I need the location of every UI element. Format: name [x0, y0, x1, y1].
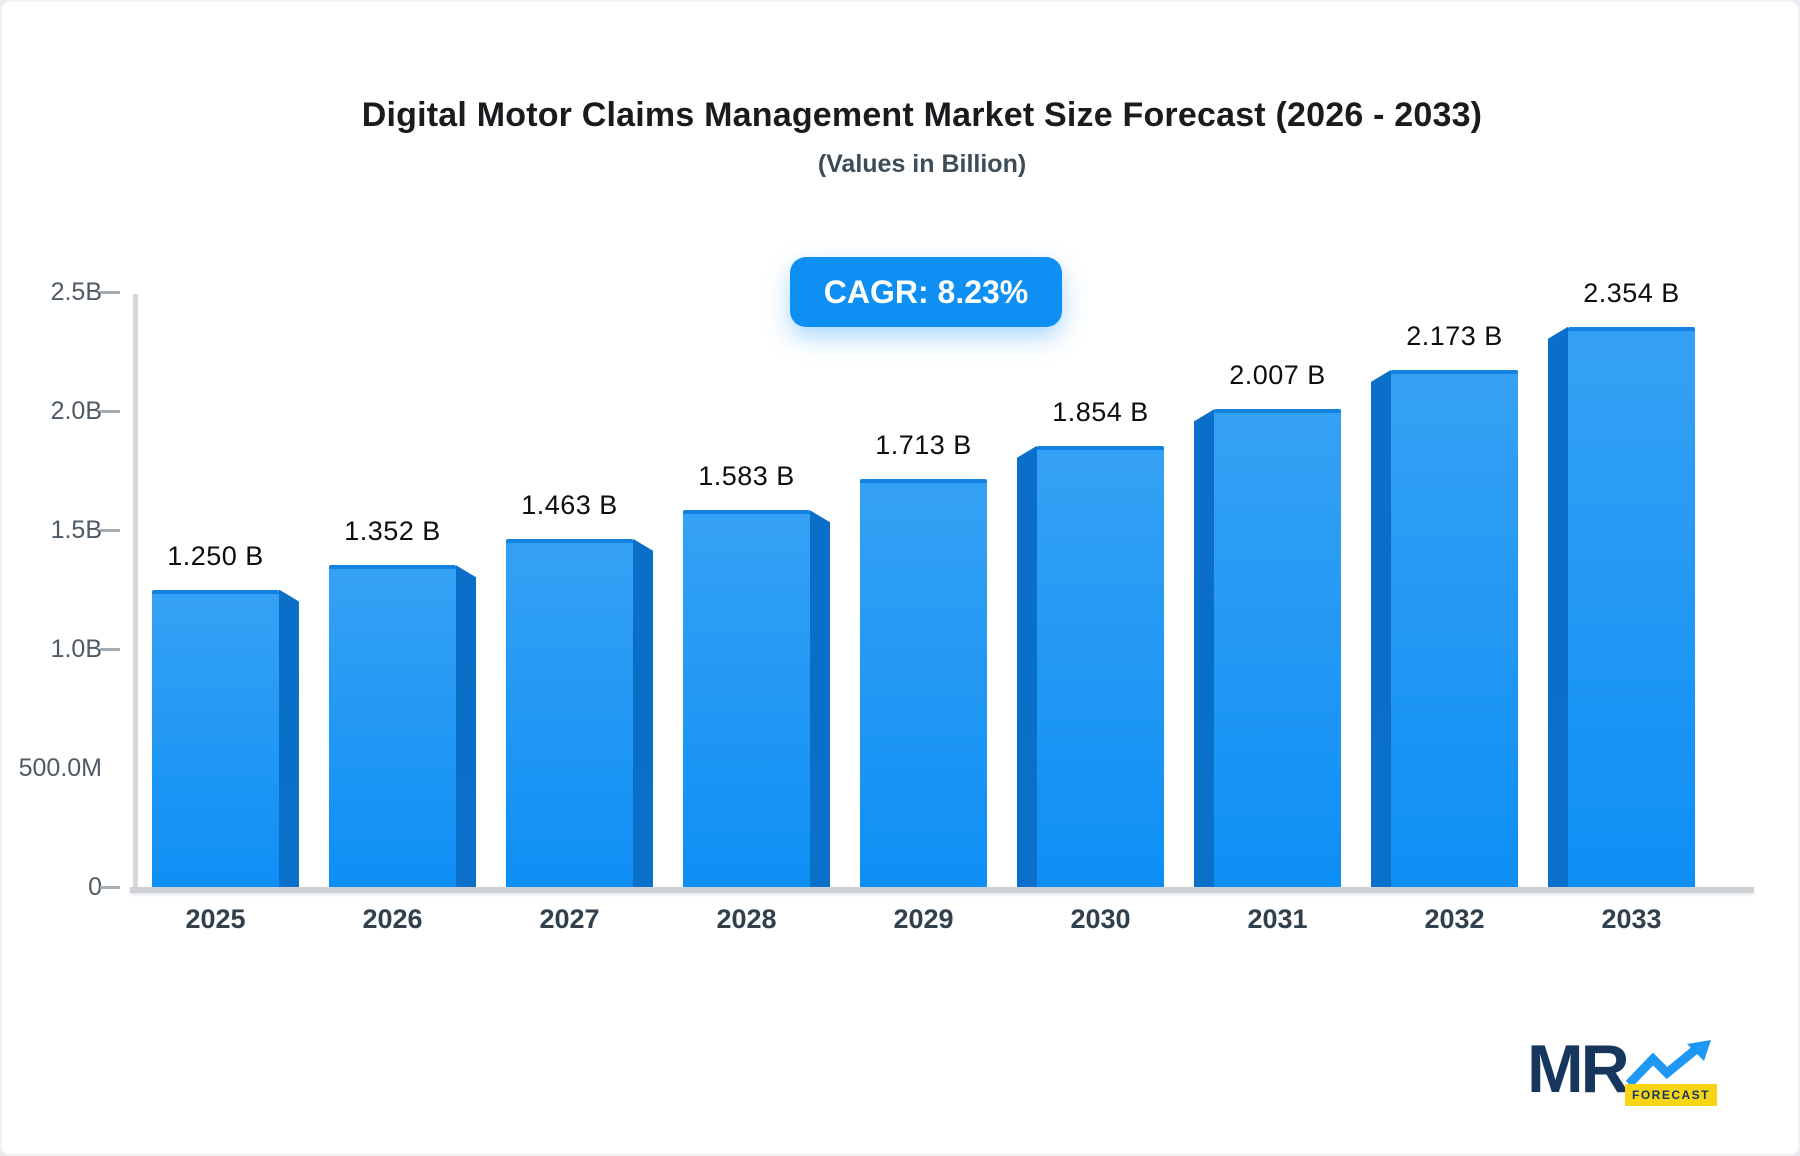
- y-axis-tick-mark: [100, 410, 120, 413]
- trend-arrow-icon: [1625, 1040, 1711, 1086]
- bar-side-face: [1371, 369, 1391, 887]
- bar-side-face: [810, 510, 830, 887]
- bar-value-label: 1.854 B: [1052, 396, 1149, 427]
- bar: [329, 565, 456, 887]
- chart-title: Digital Motor Claims Management Market S…: [361, 96, 1483, 134]
- y-axis-tick-mark: [100, 648, 120, 651]
- bar-side-face: [1548, 326, 1568, 887]
- bar-side-face: [1194, 409, 1214, 887]
- logo-text: MR: [1527, 1031, 1630, 1107]
- logo-forecast-label: FORECAST: [1625, 1084, 1717, 1106]
- bar: [1391, 369, 1518, 887]
- bar-side-face: [456, 565, 476, 887]
- y-axis-line: [133, 294, 138, 889]
- x-axis-tick-label: 2027: [539, 904, 600, 934]
- bar-side-face: [1017, 445, 1037, 887]
- bar: [860, 479, 987, 887]
- x-axis-tick-label: 2028: [716, 904, 777, 934]
- x-axis-tick-label: 2025: [185, 904, 246, 934]
- bar-side-face: [279, 589, 299, 887]
- bar: [1568, 326, 1695, 887]
- y-axis-tick-label: 2.0B: [50, 397, 102, 425]
- y-axis-tick-mark: [100, 291, 120, 294]
- bar-value-label: 1.463 B: [521, 489, 618, 520]
- bar: [1037, 445, 1164, 887]
- brand-logo: MR FORECAST: [1527, 1031, 1722, 1112]
- y-axis-tick-label: 1.0B: [50, 635, 102, 663]
- x-axis-tick-label: 2031: [1247, 904, 1308, 934]
- x-axis-line: [130, 887, 1754, 893]
- bar-value-label: 1.352 B: [344, 516, 441, 547]
- y-axis-tick-mark: [100, 529, 120, 532]
- bar: [1214, 409, 1341, 887]
- bar-value-label: 2.173 B: [1406, 320, 1503, 351]
- y-axis-tick-label: 2.5B: [50, 278, 102, 306]
- x-axis-tick-label: 2026: [362, 904, 423, 934]
- x-axis-tick-label: 2030: [1070, 904, 1131, 934]
- y-axis-tick-mark: [100, 886, 120, 889]
- x-axis-tick-label: 2032: [1424, 904, 1485, 934]
- bar-side-face: [633, 538, 653, 887]
- chart-subtitle: (Values in Billion): [817, 150, 1027, 178]
- bar-value-label: 2.007 B: [1229, 360, 1326, 391]
- y-axis-tick-label: 1.5B: [50, 516, 102, 544]
- bar: [683, 510, 810, 887]
- x-axis-tick-label: 2033: [1601, 904, 1662, 934]
- bar-value-label: 1.250 B: [167, 540, 264, 571]
- y-axis-tick-label: 0: [88, 873, 102, 901]
- cagr-badge: CAGR: 8.23%: [790, 257, 1062, 327]
- bar: [152, 589, 279, 887]
- bar: [506, 538, 633, 887]
- bar-value-label: 1.583 B: [698, 461, 795, 492]
- x-axis-tick-label: 2029: [893, 904, 954, 934]
- bar-value-label: 2.354 B: [1583, 277, 1680, 308]
- y-axis-tick-label: 500.0M: [18, 754, 102, 782]
- bar-value-label: 1.713 B: [875, 430, 972, 461]
